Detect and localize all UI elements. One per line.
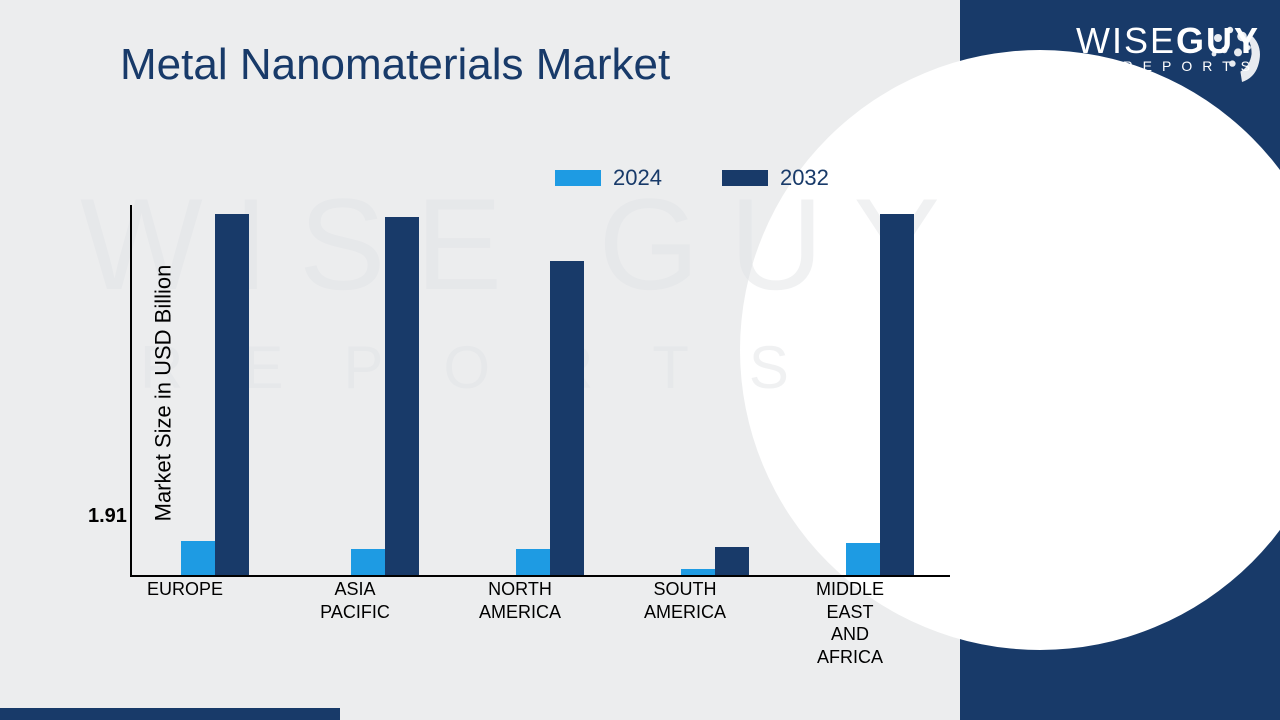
bar-2024 — [846, 543, 880, 575]
x-tick-label: MIDDLEEASTANDAFRICA — [775, 578, 925, 668]
bar-2032 — [715, 547, 749, 575]
y-axis-line — [130, 205, 132, 575]
brand-word1: WISE — [1076, 20, 1176, 61]
value-callout: 1.91 — [88, 505, 127, 528]
chart-plot-area — [130, 205, 950, 575]
legend-swatch-2024 — [555, 170, 601, 186]
x-tick-label: NORTHAMERICA — [445, 578, 595, 623]
bar-2032 — [215, 214, 249, 575]
chart-title: Metal Nanomaterials Market — [120, 40, 670, 90]
x-tick-label: EUROPE — [110, 578, 260, 601]
bottom-accent-bar — [0, 708, 340, 720]
x-tick-label: SOUTHAMERICA — [610, 578, 760, 623]
x-axis-line — [130, 575, 950, 577]
bar-2024 — [351, 549, 385, 575]
bar-2024 — [516, 549, 550, 575]
x-tick-label: ASIAPACIFIC — [280, 578, 430, 623]
bar-2032 — [550, 261, 584, 575]
bar-2024 — [681, 569, 715, 575]
bar-2032 — [385, 217, 419, 575]
legend-label-2032: 2032 — [780, 165, 829, 191]
legend-swatch-2032 — [722, 170, 768, 186]
legend: 2024 2032 — [555, 165, 829, 191]
brand-word2: GUY — [1176, 20, 1260, 61]
bar-2024 — [181, 541, 215, 575]
brand-logo: WISEGUY REPORTS — [1076, 20, 1260, 74]
bar-2032 — [880, 214, 914, 575]
legend-item-2024: 2024 — [555, 165, 662, 191]
legend-item-2032: 2032 — [722, 165, 829, 191]
legend-label-2024: 2024 — [613, 165, 662, 191]
